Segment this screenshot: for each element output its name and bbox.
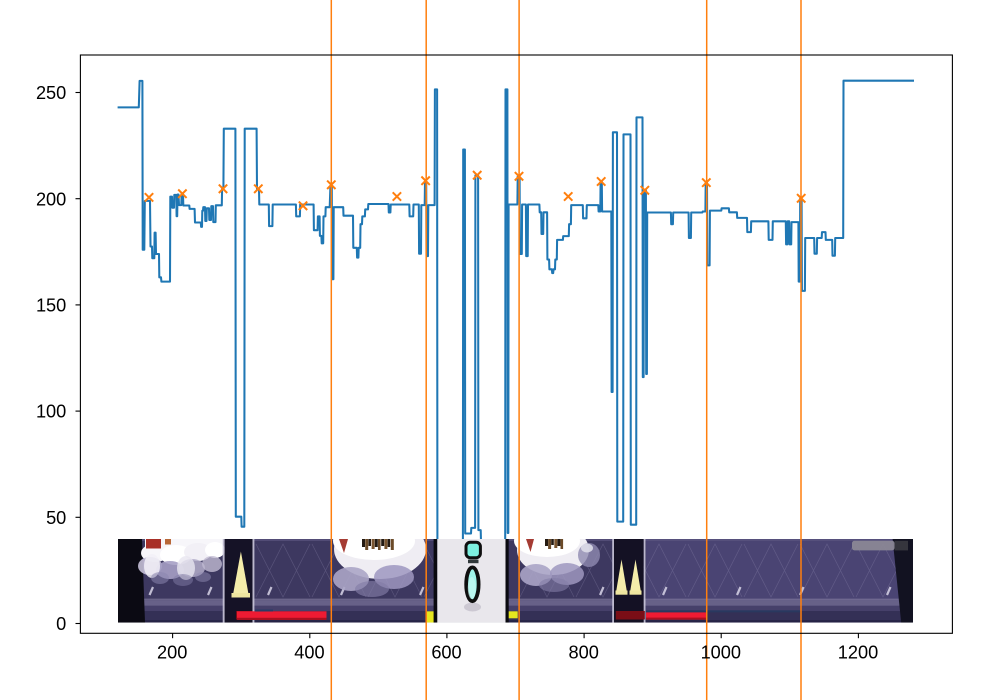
- svg-text:200: 200: [36, 189, 66, 209]
- svg-text:800: 800: [569, 643, 599, 663]
- svg-text:250: 250: [36, 83, 66, 103]
- svg-text:200: 200: [157, 643, 187, 663]
- svg-text:50: 50: [46, 508, 66, 528]
- svg-text:1000: 1000: [701, 643, 741, 663]
- svg-text:400: 400: [294, 643, 324, 663]
- svg-text:1200: 1200: [838, 643, 878, 663]
- svg-text:600: 600: [431, 643, 461, 663]
- svg-text:150: 150: [36, 296, 66, 316]
- svg-text:0: 0: [56, 614, 66, 634]
- svg-text:100: 100: [36, 402, 66, 422]
